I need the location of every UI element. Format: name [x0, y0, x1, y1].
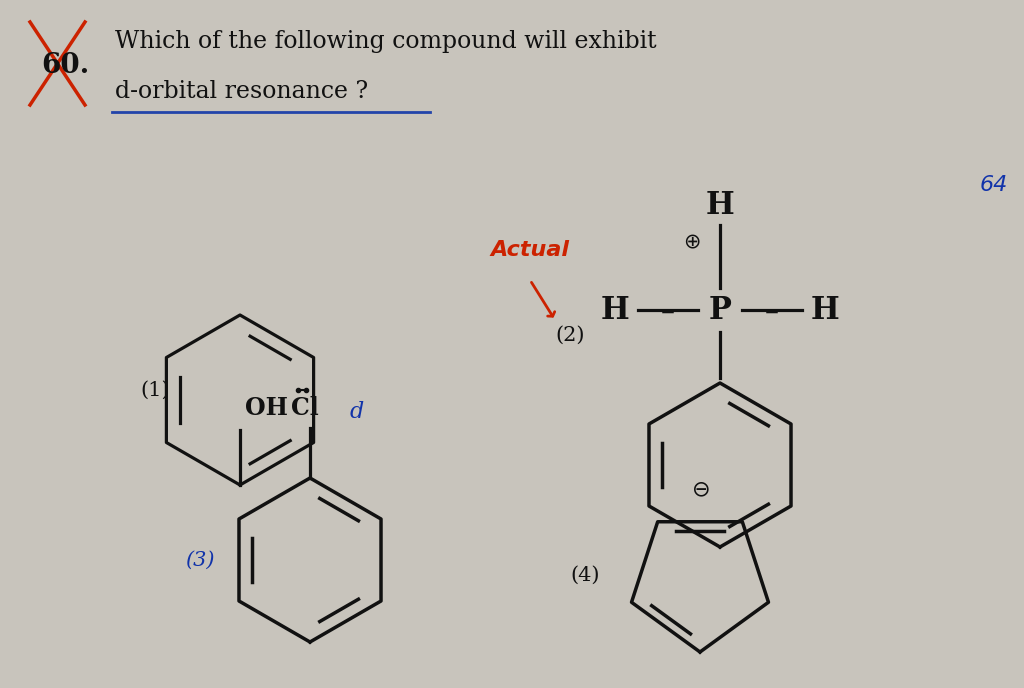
Text: –: –	[662, 299, 675, 325]
Text: 64: 64	[980, 175, 1009, 195]
Text: P: P	[709, 294, 731, 325]
Text: H: H	[706, 189, 734, 220]
Text: Cl: Cl	[291, 396, 318, 420]
Text: (2): (2)	[555, 325, 585, 345]
Text: OH: OH	[245, 396, 288, 420]
Text: H: H	[811, 294, 840, 325]
Text: (3): (3)	[185, 550, 214, 570]
Text: Actual: Actual	[490, 240, 569, 260]
Text: (1): (1)	[140, 380, 170, 400]
Text: (4): (4)	[570, 566, 599, 585]
Text: $\ominus$: $\ominus$	[690, 480, 710, 500]
Text: –: –	[765, 299, 779, 325]
Text: Which of the following compound will exhibit: Which of the following compound will exh…	[115, 30, 656, 53]
Text: d: d	[350, 401, 365, 423]
Text: H: H	[601, 294, 630, 325]
Text: d-orbital resonance ?: d-orbital resonance ?	[115, 80, 368, 103]
Text: 60.: 60.	[41, 52, 89, 79]
Text: $\oplus$: $\oplus$	[683, 232, 700, 252]
